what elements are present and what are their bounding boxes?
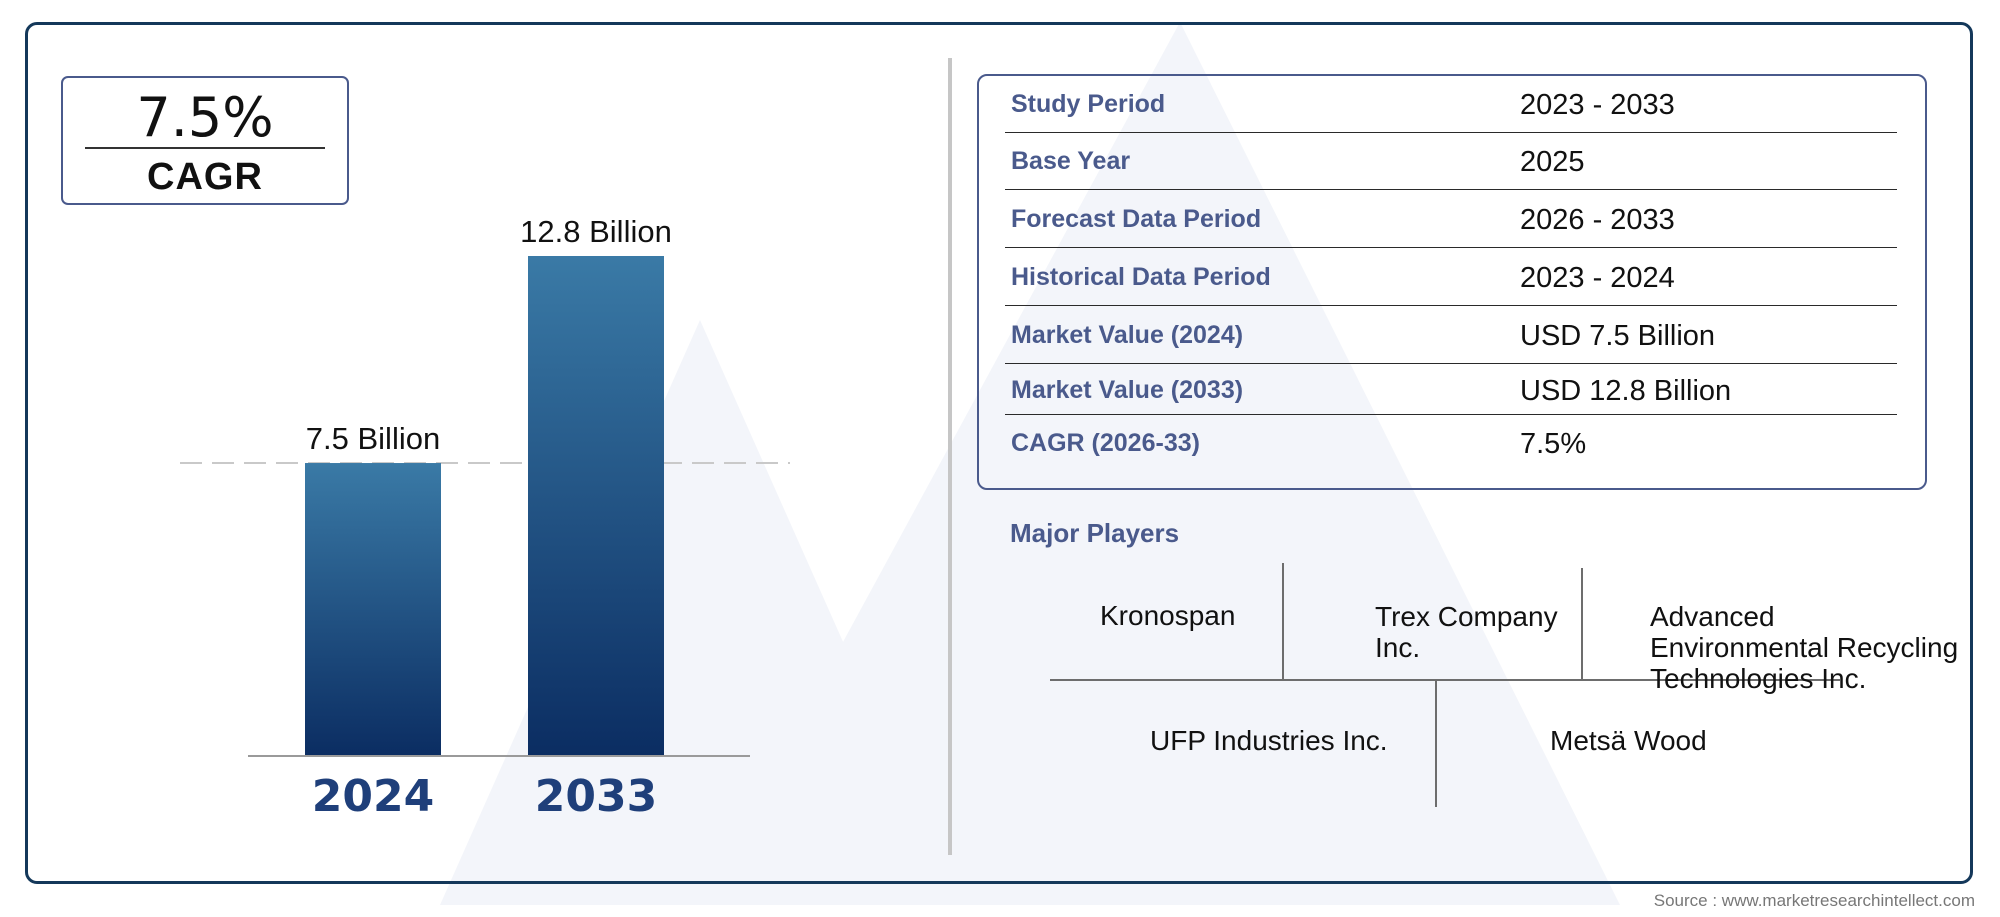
row-value: 2026 - 2033 bbox=[1520, 204, 1675, 236]
row-value: 2023 - 2024 bbox=[1520, 262, 1675, 294]
market-value-bar-chart: 7.5 Billion 2024 12.8 Billion 2033 bbox=[180, 214, 790, 822]
section-divider bbox=[948, 58, 952, 855]
table-row: Market Value (2033) USD 12.8 Billion bbox=[1005, 365, 1897, 415]
player-metsa-wood: Metsä Wood bbox=[1550, 725, 1707, 756]
cagr-value: 7.5% bbox=[136, 86, 274, 149]
row-label: Market Value (2033) bbox=[1011, 376, 1244, 404]
x-axis-tick-label: 2033 bbox=[535, 771, 657, 822]
row-value: 7.5% bbox=[1520, 428, 1587, 460]
table-row: Base Year 2025 bbox=[1005, 133, 1897, 190]
infographic-frame bbox=[25, 22, 1973, 884]
major-players-heading: Major Players bbox=[1010, 518, 1180, 548]
player-divider bbox=[1435, 679, 1437, 807]
table-row: Forecast Data Period 2026 - 2033 bbox=[1005, 191, 1897, 248]
table-row: Historical Data Period 2023 - 2024 bbox=[1005, 249, 1897, 306]
study-info-table: Study Period 2023 - 2033 Base Year 2025 … bbox=[977, 74, 1927, 490]
x-axis-tick-label: 2024 bbox=[312, 771, 434, 822]
cagr-label: CAGR bbox=[147, 156, 263, 198]
row-label: Study Period bbox=[1011, 90, 1166, 118]
cagr-summary-box: 7.5% CAGR bbox=[61, 76, 349, 205]
row-label: Base Year bbox=[1011, 147, 1131, 175]
table-row: CAGR (2026-33) 7.5% bbox=[1005, 415, 1897, 472]
cagr-divider bbox=[85, 147, 325, 149]
row-label: Forecast Data Period bbox=[1011, 205, 1262, 233]
bar-2033 bbox=[528, 256, 664, 756]
row-label: CAGR (2026-33) bbox=[1011, 429, 1200, 457]
source-credit: Source : www.marketresearchintellect.com bbox=[1653, 891, 1975, 910]
row-value: 2025 bbox=[1520, 146, 1585, 178]
row-value: USD 7.5 Billion bbox=[1520, 320, 1716, 352]
player-divider bbox=[1581, 568, 1583, 679]
player-advanced-environmental: Advanced Environmental Recycling Technol… bbox=[1650, 601, 1959, 694]
row-label: Historical Data Period bbox=[1011, 263, 1271, 291]
player-ufp-industries: UFP Industries Inc. bbox=[1150, 725, 1388, 756]
player-kronospan: Kronospan bbox=[1100, 600, 1236, 631]
table-row: Market Value (2024) USD 7.5 Billion bbox=[1005, 307, 1897, 364]
bar-value-label: 12.8 Billion bbox=[520, 214, 672, 249]
row-value: USD 12.8 Billion bbox=[1520, 375, 1732, 407]
bar-value-label: 7.5 Billion bbox=[306, 421, 440, 456]
player-trex-company: Trex Company Inc. bbox=[1375, 601, 1558, 663]
row-label: Market Value (2024) bbox=[1011, 321, 1244, 349]
row-value: 2023 - 2033 bbox=[1520, 89, 1675, 121]
player-divider bbox=[1050, 679, 1840, 681]
player-divider bbox=[1282, 563, 1284, 679]
bar-2024 bbox=[305, 463, 441, 756]
table-row: Study Period 2023 - 2033 bbox=[1005, 76, 1897, 133]
